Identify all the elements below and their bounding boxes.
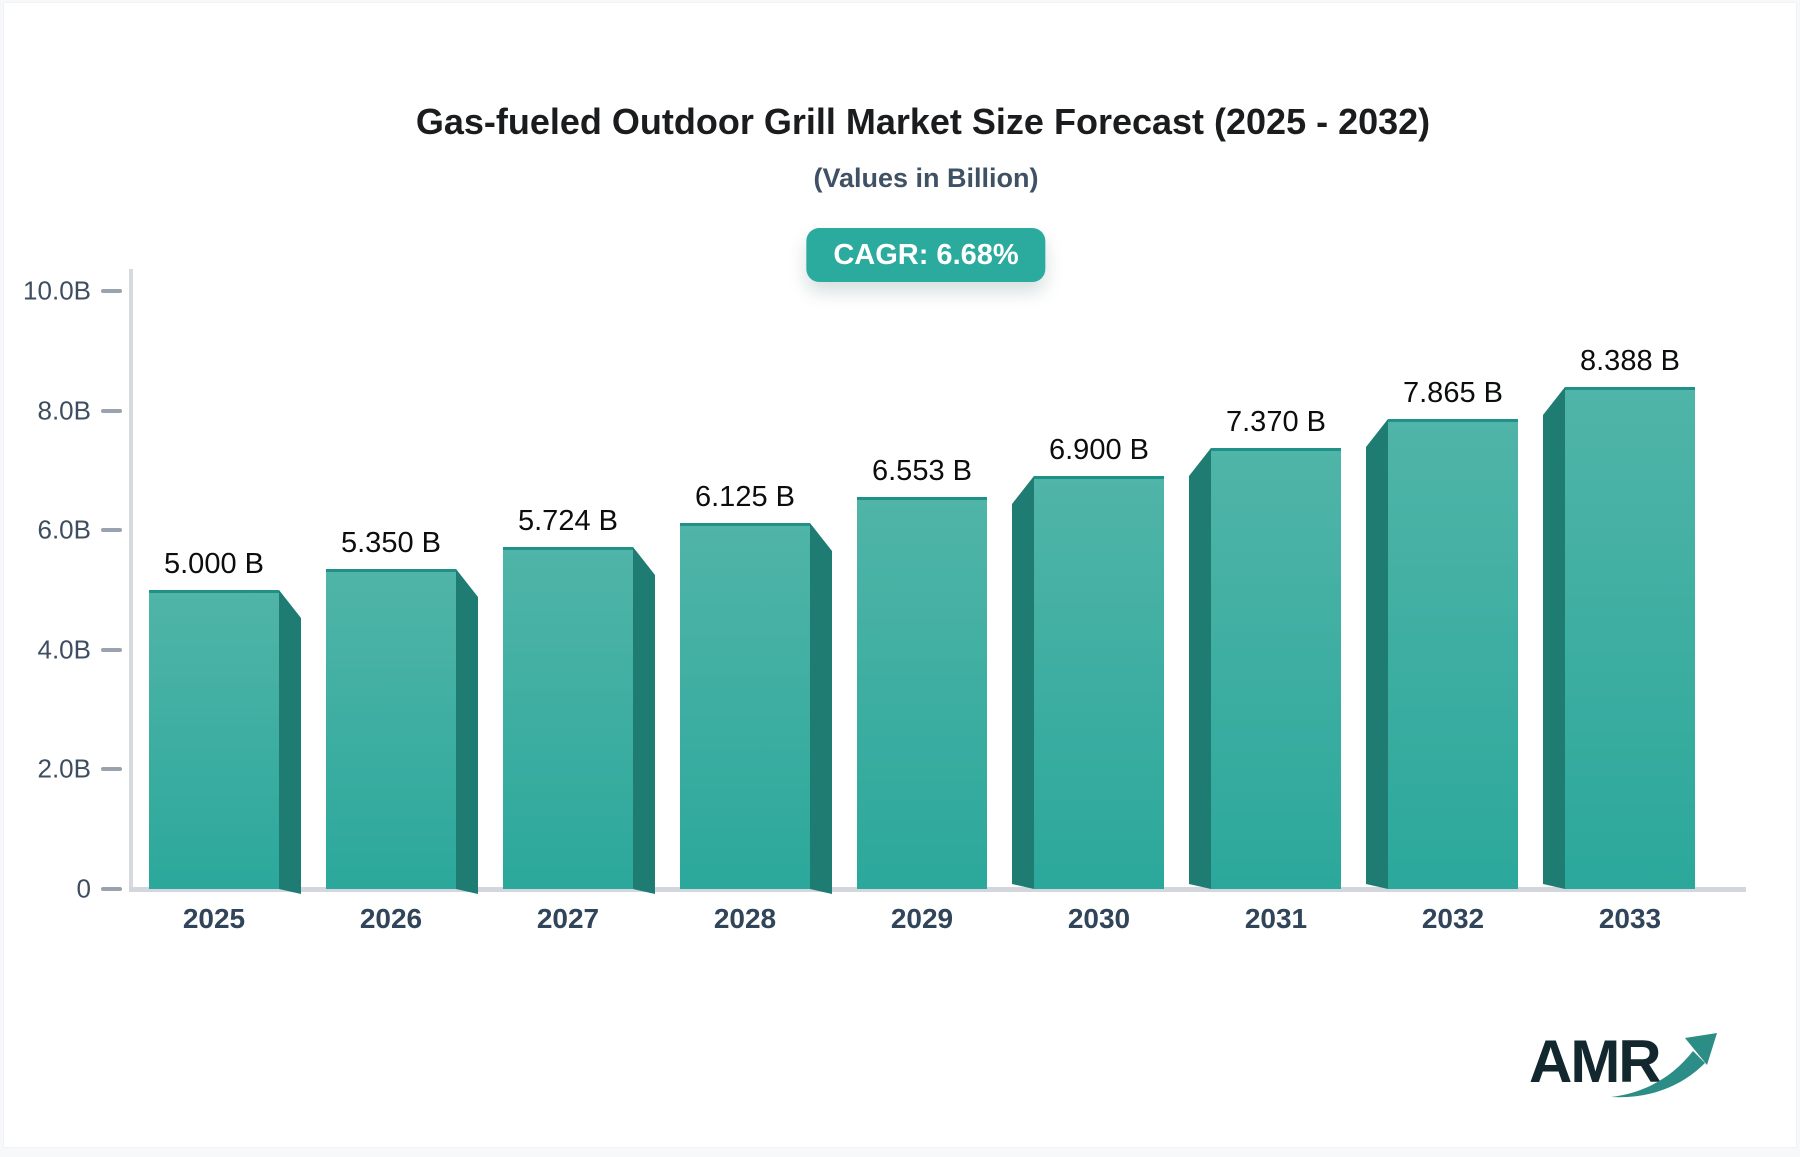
bar-side-2027 xyxy=(633,547,655,894)
bar-side-2028 xyxy=(810,523,832,894)
y-tick-dash-icon xyxy=(101,289,122,293)
bar-2032 xyxy=(1388,419,1518,889)
y-tick-label: 6.0B xyxy=(37,514,92,545)
bar-2031 xyxy=(1211,448,1341,889)
bar-value-label: 6.125 B xyxy=(695,481,795,513)
bar-value-label: 5.350 B xyxy=(341,527,441,559)
x-axis-label-2025: 2025 xyxy=(182,903,246,934)
bar-2027 xyxy=(503,547,633,889)
y-tick-dash-icon xyxy=(101,887,122,891)
y-tick-label: 4.0B xyxy=(37,634,92,665)
bar-side-2025 xyxy=(279,590,301,894)
amr-logo-arrow-icon xyxy=(1611,1033,1717,1098)
y-tick-label: 2.0B xyxy=(37,753,92,784)
bar-value-label: 5.000 B xyxy=(164,548,264,580)
bar-side-2026 xyxy=(456,569,478,894)
x-axis-label-2033: 2033 xyxy=(1598,903,1662,934)
bar-value-label: 8.388 B xyxy=(1580,345,1680,377)
y-tick-dash-icon xyxy=(101,408,122,413)
amr-logo-text: AMR xyxy=(1529,1028,1662,1095)
x-axis-label-2030: 2030 xyxy=(1067,903,1131,934)
bar-2026 xyxy=(326,569,456,889)
amr-logo: AMR xyxy=(1529,1027,1719,1107)
x-axis-label-2029: 2029 xyxy=(890,903,954,934)
bar-2029 xyxy=(857,497,987,889)
y-tick-label: 8.0B xyxy=(37,395,92,426)
cagr-badge: CAGR: 6.68% xyxy=(806,228,1046,282)
bar-value-label: 6.900 B xyxy=(1049,434,1149,466)
chart-subtitle: (Values in Billion) xyxy=(813,163,1039,193)
bar-value-label: 7.370 B xyxy=(1226,406,1326,438)
bar-side-2032 xyxy=(1366,419,1388,889)
y-tick-dash-icon xyxy=(101,767,122,772)
x-axis-label-2026: 2026 xyxy=(359,903,423,934)
x-axis-label-2032: 2032 xyxy=(1421,903,1485,934)
y-tick-dash-icon xyxy=(101,647,122,652)
bar-value-label: 6.553 B xyxy=(872,455,972,487)
bar-2028 xyxy=(680,523,810,889)
bar-value-label: 5.724 B xyxy=(518,505,618,537)
bar-2025 xyxy=(149,590,279,889)
x-axis-label-2028: 2028 xyxy=(713,903,777,934)
y-tick-label: 0 xyxy=(76,873,91,904)
x-axis-label-2031: 2031 xyxy=(1244,903,1308,934)
y-tick-dash-icon xyxy=(101,528,122,533)
bar-2033 xyxy=(1565,387,1695,889)
x-axis-label-2027: 2027 xyxy=(536,903,600,934)
bar-side-2033 xyxy=(1543,387,1565,889)
chart-title: Gas-fueled Outdoor Grill Market Size For… xyxy=(415,101,1431,142)
y-axis-line xyxy=(129,269,133,889)
chart-card: Gas-fueled Outdoor Grill Market Size For… xyxy=(3,2,1797,1148)
bar-2030 xyxy=(1034,476,1164,889)
y-tick-label: 10.0B xyxy=(23,275,91,306)
bar-side-2030 xyxy=(1012,476,1034,889)
bar-value-label: 7.865 B xyxy=(1403,377,1503,409)
x-axis-line xyxy=(129,887,1746,892)
bar-side-2031 xyxy=(1189,448,1211,889)
